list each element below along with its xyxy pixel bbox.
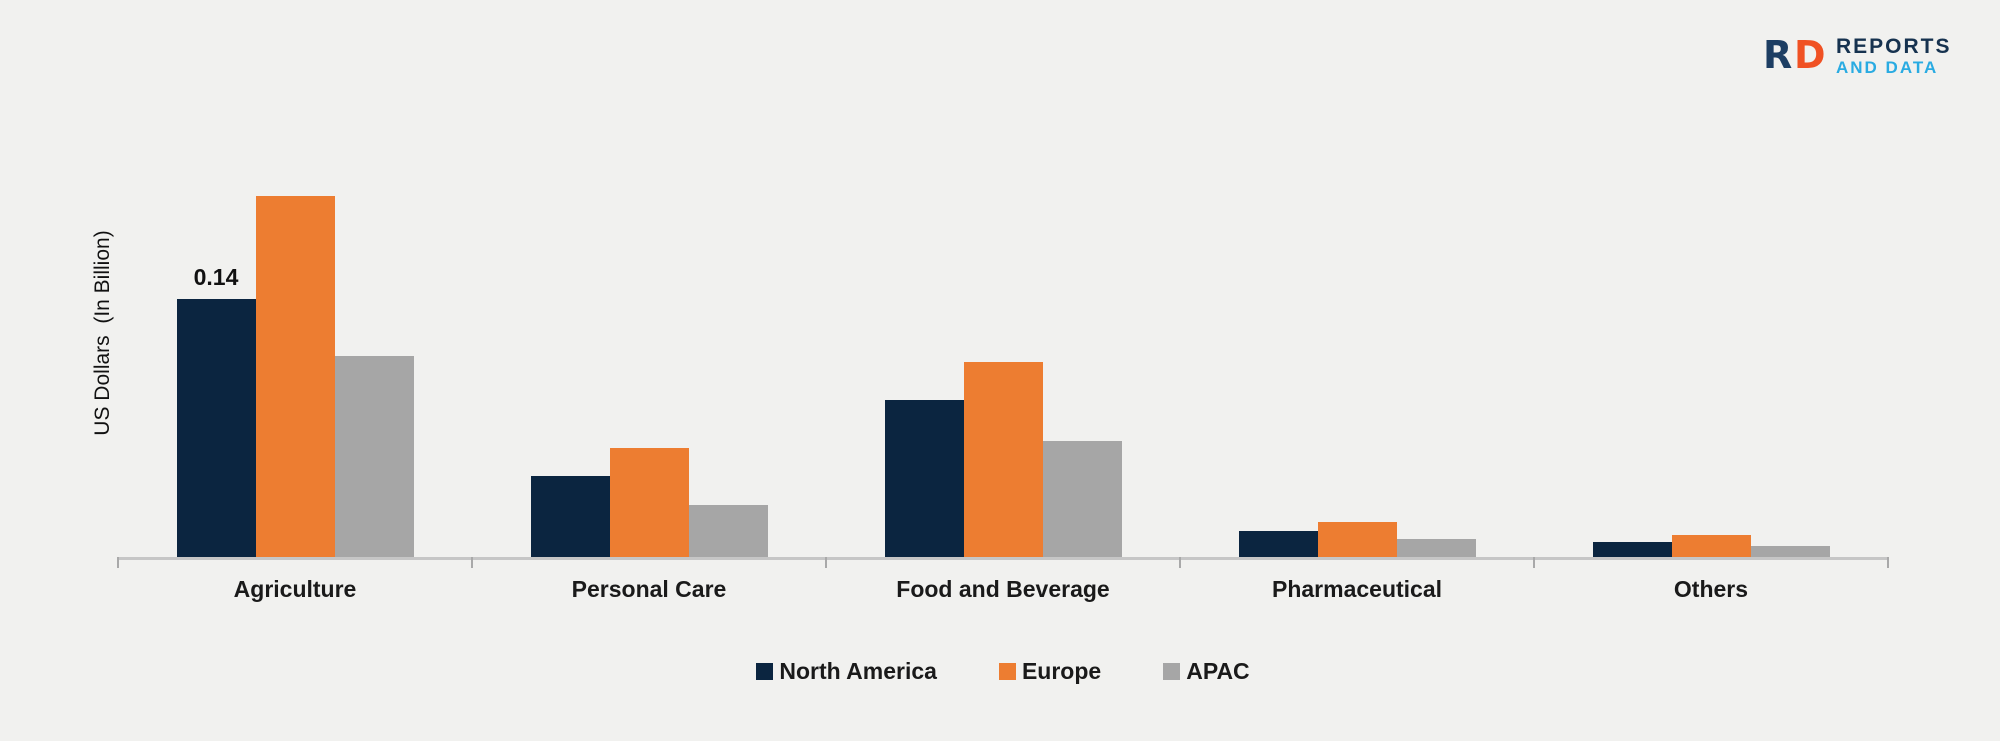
- category-label-pharmaceutical: Pharmaceutical: [1271, 576, 1443, 602]
- axis-tick: [1533, 557, 1535, 568]
- bar-group-agriculture: 0.14: [118, 0, 472, 557]
- bar-apac: [1396, 539, 1476, 557]
- legend-swatch-europe: [998, 663, 1016, 680]
- svg-text:R: R: [1763, 39, 1792, 73]
- plot-area: 0.14: [118, 0, 1888, 557]
- bar-group-pharmaceutical: [1180, 0, 1534, 557]
- category-label-personal-care: Personal Care: [571, 576, 727, 602]
- legend-item-apac: APAC: [1163, 658, 1250, 685]
- axis-tick: [117, 557, 119, 568]
- bar-north-america: 0.14: [176, 264, 256, 557]
- axis-tick: [1887, 557, 1889, 568]
- legend-item-north-america: North America: [756, 658, 937, 685]
- data-label: 0.14: [193, 264, 239, 290]
- legend-swatch-apac: [1163, 663, 1181, 680]
- bar-north-america: [884, 400, 964, 557]
- bar-group-food-and-beverage: [826, 0, 1180, 557]
- bar-north-america: [1238, 531, 1318, 557]
- bar-group-others: [1534, 0, 1888, 557]
- bar-europe: [609, 448, 689, 557]
- y-axis-title: US Dollars (In Billion): [91, 230, 114, 436]
- axis-tick: [825, 557, 827, 568]
- category-label-agriculture: Agriculture: [233, 576, 357, 602]
- svg-text:D: D: [1794, 39, 1826, 73]
- bar-north-america: [530, 476, 610, 557]
- brand-mark-icon: R D: [1763, 39, 1826, 73]
- category-label-others: Others: [1673, 576, 1749, 602]
- axis-tick: [1179, 557, 1181, 568]
- axis-tick: [471, 557, 473, 568]
- brand-line1: REPORTS: [1836, 35, 1952, 58]
- category-labels: Agriculture Personal Care Food and Bever…: [118, 576, 1888, 603]
- category-label-food-and-beverage: Food and Beverage: [896, 576, 1110, 602]
- legend-label-europe: Europe: [1021, 658, 1102, 684]
- legend-item-europe: Europe: [998, 658, 1102, 685]
- bar-europe: [255, 196, 335, 557]
- bar-apac: [1750, 546, 1830, 557]
- brand-logo: R D REPORTS AND DATA: [1763, 36, 1952, 76]
- legend-label-apac: APAC: [1186, 658, 1250, 684]
- legend-swatch-north-america: [756, 663, 774, 680]
- bar-group-personal-care: [472, 0, 826, 557]
- legend-label-north-america: North America: [779, 658, 937, 684]
- bar-apac: [334, 356, 414, 557]
- brand-line2: AND DATA: [1836, 58, 1939, 77]
- bar-apac: [688, 505, 768, 557]
- legend: North America Europe APAC: [118, 658, 1888, 685]
- bar-europe: [963, 362, 1043, 557]
- brand-wordmark: REPORTS AND DATA: [1836, 36, 1952, 76]
- bar-north-america: [1592, 542, 1672, 557]
- bar-apac: [1042, 441, 1122, 557]
- bar-europe: [1671, 535, 1751, 557]
- bar-europe: [1317, 522, 1397, 557]
- x-axis-line: [118, 557, 1888, 560]
